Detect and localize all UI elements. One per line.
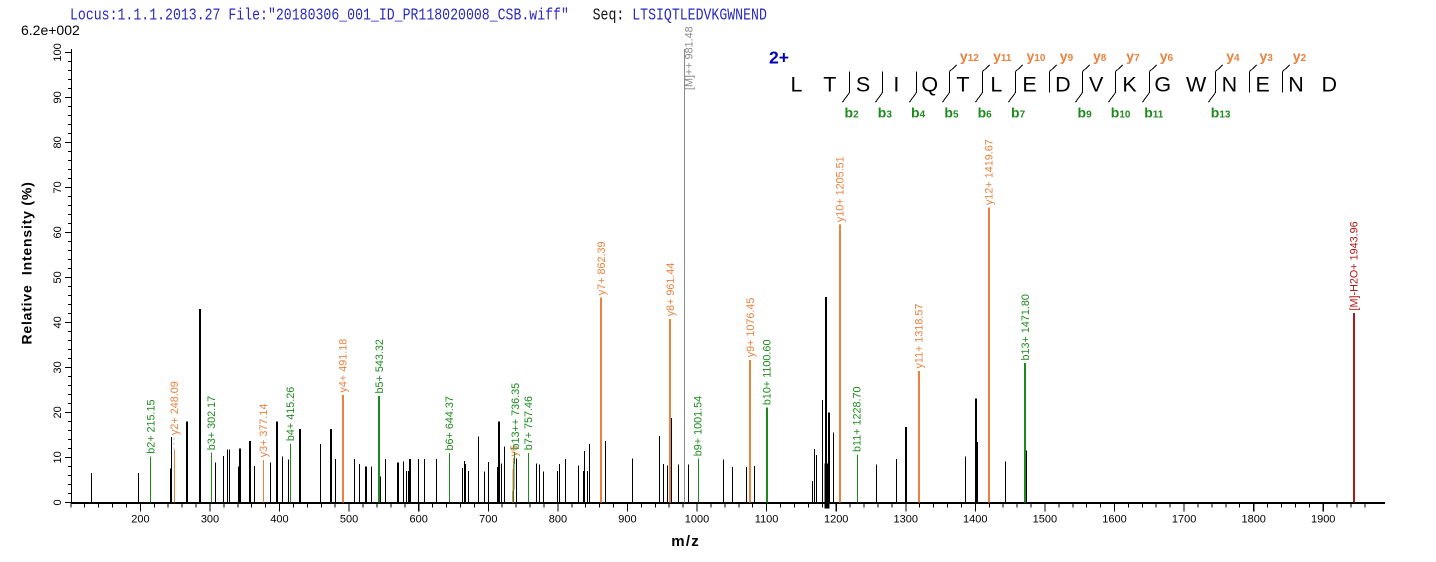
svg-text:1400: 1400 (963, 514, 987, 526)
svg-text:y7+ 862.39: y7+ 862.39 (596, 241, 608, 295)
svg-text:b10+ 1100.60: b10+ 1100.60 (762, 340, 774, 406)
svg-text:y2: y2 (1293, 48, 1307, 64)
svg-text:[M]-H2O+ 1943.96: [M]-H2O+ 1943.96 (1349, 221, 1361, 310)
svg-text:y12: y12 (960, 48, 979, 64)
svg-text:D: D (1055, 73, 1071, 97)
svg-text:b11: b11 (1144, 104, 1164, 120)
svg-text:K: K (1122, 73, 1137, 97)
svg-text:S: S (856, 73, 870, 97)
svg-text:1300: 1300 (894, 514, 918, 526)
svg-text:100: 100 (52, 43, 64, 61)
svg-text:b5+ 543.32: b5+ 543.32 (374, 339, 386, 393)
svg-text:6.2e+002: 6.2e+002 (21, 22, 80, 38)
svg-text:b9+ 1001.54: b9+ 1001.54 (693, 396, 705, 456)
svg-text:y4+ 491.18: y4+ 491.18 (338, 339, 350, 393)
svg-text:Relative Intensity (%): Relative Intensity (%) (19, 181, 35, 344)
svg-text:b9: b9 (1078, 104, 1093, 120)
svg-text:70: 70 (52, 181, 64, 193)
svg-text:b4: b4 (911, 104, 926, 120)
svg-text:I: I (893, 73, 899, 97)
svg-text:y6: y6 (1160, 48, 1174, 64)
svg-text:L: L (990, 73, 1002, 97)
svg-text:b6+ 644.37: b6+ 644.37 (444, 396, 456, 450)
svg-text:Locus:1.1.1.2013.27 File:"2018: Locus:1.1.1.2013.27 File:"20180306_001_I… (70, 5, 767, 25)
svg-text:50: 50 (52, 271, 64, 283)
svg-text:y4: y4 (1226, 48, 1240, 64)
svg-text:b13: b13 (1211, 104, 1231, 120)
svg-text:2+: 2+ (769, 47, 789, 67)
svg-text:600: 600 (410, 514, 428, 526)
svg-text:0: 0 (52, 499, 64, 505)
svg-text:1800: 1800 (1241, 514, 1265, 526)
svg-text:y10+ 1205.51: y10+ 1205.51 (835, 156, 847, 222)
svg-text:500: 500 (340, 514, 358, 526)
svg-text:y9+ 1076.45: y9+ 1076.45 (745, 298, 757, 358)
svg-text:m / z: m / z (671, 533, 699, 550)
svg-text:b3: b3 (878, 104, 893, 120)
svg-text:W: W (1186, 73, 1207, 97)
svg-text:y11: y11 (993, 48, 1012, 64)
svg-text:60: 60 (52, 226, 64, 238)
svg-text:E: E (1022, 73, 1036, 97)
svg-text:b4+ 415.26: b4+ 415.26 (285, 387, 297, 441)
svg-text:y10: y10 (1027, 48, 1046, 64)
svg-text:y12+ 1419.67: y12+ 1419.67 (984, 139, 996, 205)
svg-text:90: 90 (52, 91, 64, 103)
svg-text:b10: b10 (1111, 104, 1131, 120)
svg-text:1600: 1600 (1102, 514, 1126, 526)
svg-text:b7: b7 (1011, 104, 1026, 120)
svg-text:y8: y8 (1093, 48, 1107, 64)
svg-text:T: T (823, 73, 836, 97)
svg-text:y2+ 248.09: y2+ 248.09 (169, 381, 181, 435)
svg-text:1500: 1500 (1033, 514, 1057, 526)
svg-text:y11+ 1318.57: y11+ 1318.57 (913, 304, 925, 369)
svg-text:1000: 1000 (685, 514, 709, 526)
svg-text:L: L (791, 73, 803, 97)
svg-text:b5: b5 (944, 104, 959, 120)
svg-text:y9: y9 (1060, 48, 1074, 64)
svg-text:b6: b6 (978, 104, 993, 120)
svg-text:b11+ 1228.70: b11+ 1228.70 (852, 386, 864, 452)
svg-text:y7: y7 (1126, 48, 1140, 64)
svg-text:400: 400 (270, 514, 288, 526)
svg-text:10: 10 (52, 451, 64, 463)
svg-text:1900: 1900 (1311, 514, 1335, 526)
svg-text:E: E (1256, 73, 1270, 97)
svg-text:b2+ 215.15: b2+ 215.15 (146, 399, 158, 453)
svg-text:200: 200 (131, 514, 149, 526)
svg-text:N: N (1222, 73, 1238, 97)
svg-text:N: N (1288, 73, 1304, 97)
svg-text:b3+ 302.17: b3+ 302.17 (206, 396, 218, 450)
svg-text:y3: y3 (1260, 48, 1274, 64)
svg-text:G: G (1154, 73, 1171, 97)
svg-text:1200: 1200 (824, 514, 848, 526)
svg-text:1100: 1100 (755, 514, 779, 526)
svg-text:V: V (1089, 73, 1104, 97)
svg-text:80: 80 (52, 136, 64, 148)
svg-text:1700: 1700 (1172, 514, 1196, 526)
svg-text:20: 20 (52, 406, 64, 418)
svg-text:300: 300 (201, 514, 219, 526)
svg-text:30: 30 (52, 361, 64, 373)
svg-text:y6: y6 (509, 445, 521, 456)
svg-text:b13+ 1471.80: b13+ 1471.80 (1020, 294, 1032, 360)
svg-text:b2: b2 (845, 104, 860, 120)
svg-text:D: D (1322, 73, 1338, 97)
svg-text:b13++ 736.35: b13++ 736.35 (510, 383, 522, 450)
svg-text:800: 800 (549, 514, 567, 526)
svg-text:Q: Q (921, 73, 938, 97)
svg-text:[M]++ 981.48: [M]++ 981.48 (684, 26, 696, 90)
svg-text:900: 900 (618, 514, 636, 526)
svg-text:y3+ 377.14: y3+ 377.14 (258, 404, 270, 458)
svg-text:T: T (956, 73, 969, 97)
svg-text:b7+ 757.46: b7+ 757.46 (523, 396, 535, 450)
svg-text:y8+ 961.44: y8+ 961.44 (665, 263, 677, 317)
svg-text:40: 40 (52, 316, 64, 328)
svg-text:700: 700 (479, 514, 497, 526)
